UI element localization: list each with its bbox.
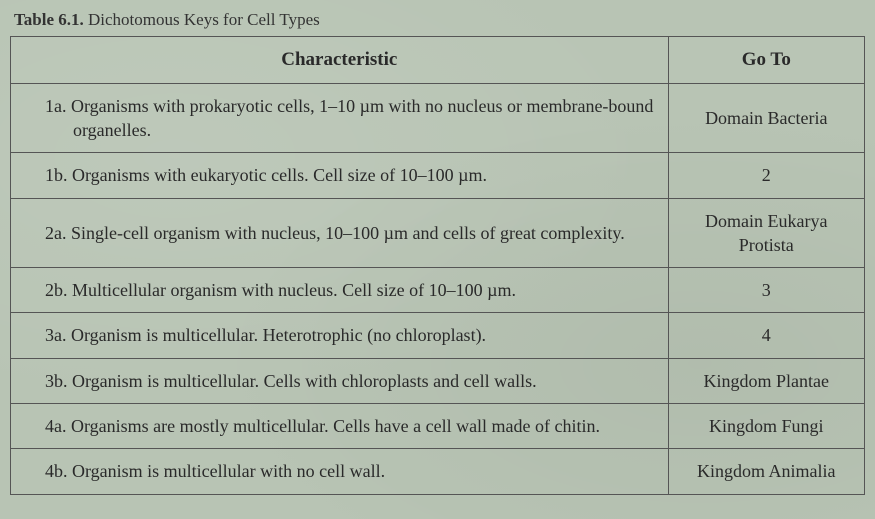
col-header-goto: Go To	[668, 37, 864, 84]
col-header-characteristic: Characteristic	[11, 37, 669, 84]
cell-goto: Kingdom Plantae	[668, 358, 864, 403]
table-row: 2b. Multicellular organism with nucleus.…	[11, 268, 865, 313]
cell-goto: Kingdom Fungi	[668, 404, 864, 449]
cell-characteristic: 2a. Single-cell organism with nucleus, 1…	[11, 198, 669, 268]
table-title: Dichotomous Keys for Cell Types	[88, 10, 320, 29]
cell-characteristic: 1b. Organisms with eukaryotic cells. Cel…	[11, 153, 669, 198]
table-row: 1b. Organisms with eukaryotic cells. Cel…	[11, 153, 865, 198]
cell-goto: 3	[668, 268, 864, 313]
dichotomous-key-table: Characteristic Go To 1a. Organisms with …	[10, 36, 865, 495]
cell-characteristic: 2b. Multicellular organism with nucleus.…	[11, 268, 669, 313]
table-caption: Table 6.1. Dichotomous Keys for Cell Typ…	[14, 10, 865, 30]
cell-goto: Domain Eukarya Protista	[668, 198, 864, 268]
cell-characteristic: 4b. Organism is multicellular with no ce…	[11, 449, 669, 494]
table-row: 4a. Organisms are mostly multicellular. …	[11, 404, 865, 449]
table-row: 3b. Organism is multicellular. Cells wit…	[11, 358, 865, 403]
cell-characteristic: 1a. Organisms with prokaryotic cells, 1–…	[11, 83, 669, 153]
cell-goto: 2	[668, 153, 864, 198]
cell-characteristic: 3b. Organism is multicellular. Cells wit…	[11, 358, 669, 403]
table-row: 2a. Single-cell organism with nucleus, 1…	[11, 198, 865, 268]
cell-goto: Kingdom Animalia	[668, 449, 864, 494]
cell-characteristic: 4a. Organisms are mostly multicellular. …	[11, 404, 669, 449]
cell-characteristic: 3a. Organism is multicellular. Heterotro…	[11, 313, 669, 358]
table-label: Table 6.1.	[14, 10, 84, 29]
table-header-row: Characteristic Go To	[11, 37, 865, 84]
table-row: 4b. Organism is multicellular with no ce…	[11, 449, 865, 494]
table-row: 3a. Organism is multicellular. Heterotro…	[11, 313, 865, 358]
cell-goto: 4	[668, 313, 864, 358]
cell-goto: Domain Bacteria	[668, 83, 864, 153]
table-row: 1a. Organisms with prokaryotic cells, 1–…	[11, 83, 865, 153]
